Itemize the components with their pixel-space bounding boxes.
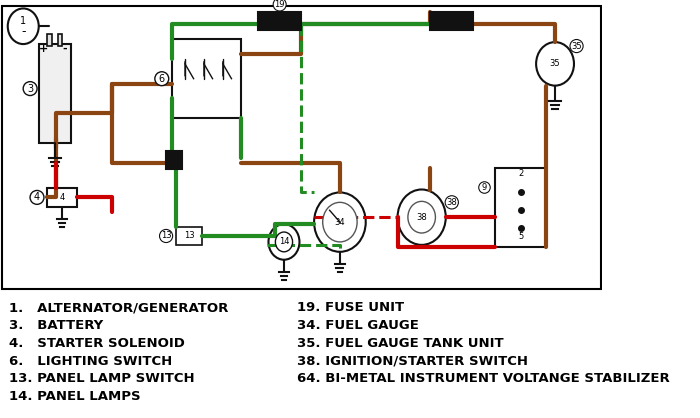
Text: 4: 4 bbox=[60, 193, 64, 202]
Bar bbox=[48, 188, 78, 207]
Text: 35: 35 bbox=[550, 59, 561, 69]
Bar bbox=[1, 6, 601, 289]
Text: 14. PANEL LAMPS: 14. PANEL LAMPS bbox=[8, 390, 140, 403]
Text: 6.   LIGHTING SWITCH: 6. LIGHTING SWITCH bbox=[8, 355, 172, 368]
Text: 38. IGNITION/STARTER SWITCH: 38. IGNITION/STARTER SWITCH bbox=[297, 355, 528, 368]
Text: 3: 3 bbox=[27, 84, 33, 94]
Circle shape bbox=[8, 8, 38, 44]
Bar bbox=[166, 151, 181, 169]
Text: 35: 35 bbox=[571, 41, 582, 51]
Bar bbox=[495, 168, 547, 247]
Bar bbox=[430, 13, 473, 30]
Text: 13. PANEL LAMP SWITCH: 13. PANEL LAMP SWITCH bbox=[8, 372, 194, 385]
Text: 64. BI-METAL INSTRUMENT VOLTANGE STABILIZER: 64. BI-METAL INSTRUMENT VOLTANGE STABILI… bbox=[297, 372, 670, 385]
Text: 13: 13 bbox=[184, 232, 195, 240]
Text: 6: 6 bbox=[159, 74, 164, 84]
Circle shape bbox=[51, 104, 60, 114]
Bar bbox=[172, 39, 241, 118]
Circle shape bbox=[323, 202, 357, 242]
Text: -: - bbox=[21, 25, 25, 38]
Text: 4.   STARTER SOLENOID: 4. STARTER SOLENOID bbox=[8, 337, 185, 350]
Text: +: + bbox=[38, 44, 48, 54]
Bar bbox=[48, 34, 52, 46]
Text: 35. FUEL GAUGE TANK UNIT: 35. FUEL GAUGE TANK UNIT bbox=[297, 337, 503, 350]
Circle shape bbox=[408, 201, 435, 233]
Text: 38: 38 bbox=[416, 213, 427, 222]
Circle shape bbox=[314, 192, 365, 252]
Text: 14: 14 bbox=[279, 237, 289, 247]
Text: 34: 34 bbox=[335, 218, 345, 227]
Bar bbox=[57, 34, 62, 46]
Text: 2: 2 bbox=[518, 168, 523, 178]
Circle shape bbox=[51, 57, 60, 67]
Text: 38: 38 bbox=[447, 198, 457, 207]
Text: 9: 9 bbox=[482, 183, 487, 192]
Text: 13: 13 bbox=[161, 232, 172, 240]
Circle shape bbox=[398, 189, 446, 245]
Circle shape bbox=[269, 224, 300, 260]
Bar bbox=[258, 13, 301, 30]
Text: 4: 4 bbox=[34, 192, 40, 202]
Bar bbox=[176, 227, 202, 245]
Circle shape bbox=[51, 89, 60, 99]
Text: 1: 1 bbox=[20, 16, 27, 26]
Circle shape bbox=[275, 232, 293, 252]
Bar bbox=[38, 44, 71, 143]
Text: -: - bbox=[62, 44, 67, 54]
Circle shape bbox=[51, 120, 60, 130]
Circle shape bbox=[536, 42, 574, 86]
Text: 19: 19 bbox=[274, 0, 285, 9]
Text: 1.   ALTERNATOR/GENERATOR: 1. ALTERNATOR/GENERATOR bbox=[8, 301, 228, 314]
Text: 3.   BATTERY: 3. BATTERY bbox=[8, 319, 103, 332]
Text: 19. FUSE UNIT: 19. FUSE UNIT bbox=[297, 301, 404, 314]
Text: 5: 5 bbox=[518, 232, 523, 241]
Text: 34. FUEL GAUGE: 34. FUEL GAUGE bbox=[297, 319, 419, 332]
Circle shape bbox=[51, 73, 60, 83]
